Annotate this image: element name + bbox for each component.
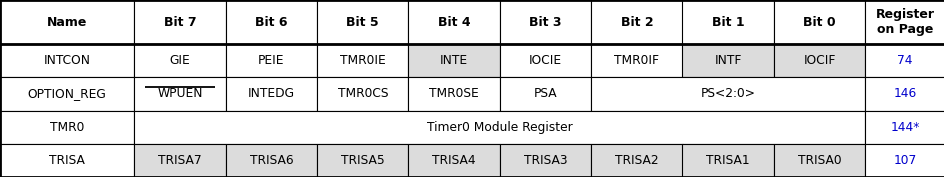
Text: Timer0 Module Register: Timer0 Module Register [427, 121, 572, 134]
Bar [317, 144, 408, 177]
Bar [865, 144, 944, 177]
Text: Register
on Page: Register on Page [875, 8, 934, 36]
Text: IOCIE: IOCIE [529, 54, 562, 67]
Bar [773, 44, 865, 77]
Bar [865, 77, 944, 110]
Text: INTCON: INTCON [43, 54, 91, 67]
Bar [317, 77, 408, 110]
Text: TRISA0: TRISA0 [797, 154, 840, 167]
Bar [499, 44, 591, 77]
Bar [134, 77, 226, 110]
Bar [0, 44, 134, 77]
Bar [591, 44, 682, 77]
Text: 144*: 144* [889, 121, 919, 134]
Bar [134, 110, 865, 144]
Bar [865, 110, 944, 144]
Bar [682, 44, 773, 77]
Bar [226, 0, 317, 44]
Bar [408, 44, 499, 77]
Bar [499, 144, 591, 177]
Bar [773, 0, 865, 44]
Bar [0, 110, 134, 144]
Text: WPUEN: WPUEN [157, 87, 203, 100]
Text: PSA: PSA [533, 87, 557, 100]
Bar [499, 77, 591, 110]
Bar [682, 144, 773, 177]
Text: INTE: INTE [440, 54, 467, 67]
Bar [408, 0, 499, 44]
Text: INTEDG: INTEDG [247, 87, 295, 100]
Text: Bit 1: Bit 1 [711, 16, 744, 28]
Text: 74: 74 [897, 54, 912, 67]
Bar [134, 0, 226, 44]
Bar [226, 144, 317, 177]
Text: TMR0IE: TMR0IE [340, 54, 385, 67]
Text: Bit 7: Bit 7 [163, 16, 196, 28]
Text: TRISA2: TRISA2 [615, 154, 658, 167]
Text: TMR0IF: TMR0IF [614, 54, 659, 67]
Bar [317, 0, 408, 44]
Text: INTF: INTF [714, 54, 741, 67]
Bar [0, 77, 134, 110]
Bar [226, 44, 317, 77]
Text: TRISA4: TRISA4 [431, 154, 476, 167]
Text: OPTION_REG: OPTION_REG [27, 87, 107, 100]
Bar [682, 0, 773, 44]
Text: TRISA7: TRISA7 [158, 154, 202, 167]
Text: TMR0: TMR0 [50, 121, 84, 134]
Text: TMR0CS: TMR0CS [337, 87, 388, 100]
Text: TMR0SE: TMR0SE [429, 87, 479, 100]
Bar [408, 77, 499, 110]
Bar [591, 77, 865, 110]
Text: PS<2:0>: PS<2:0> [700, 87, 755, 100]
Bar [499, 0, 591, 44]
Text: TRISA: TRISA [49, 154, 85, 167]
Bar [0, 0, 134, 44]
Text: Bit 6: Bit 6 [255, 16, 287, 28]
Text: Name: Name [47, 16, 87, 28]
Bar [591, 144, 682, 177]
Bar [134, 144, 226, 177]
Bar [591, 0, 682, 44]
Text: 107: 107 [892, 154, 916, 167]
Bar [134, 44, 226, 77]
Bar [408, 144, 499, 177]
Text: Bit 0: Bit 0 [802, 16, 834, 28]
Text: TRISA6: TRISA6 [249, 154, 293, 167]
Text: GIE: GIE [170, 54, 191, 67]
Bar [865, 0, 944, 44]
Text: Bit 5: Bit 5 [346, 16, 379, 28]
Text: TRISA5: TRISA5 [341, 154, 384, 167]
Text: Bit 2: Bit 2 [620, 16, 652, 28]
Text: Bit 4: Bit 4 [437, 16, 470, 28]
Text: PEIE: PEIE [258, 54, 284, 67]
Text: TRISA3: TRISA3 [523, 154, 566, 167]
Bar [317, 44, 408, 77]
Text: Bit 3: Bit 3 [529, 16, 561, 28]
Bar [773, 144, 865, 177]
Bar [0, 144, 134, 177]
Bar [226, 77, 317, 110]
Text: 146: 146 [892, 87, 916, 100]
Bar [865, 44, 944, 77]
Text: IOCIF: IOCIF [802, 54, 834, 67]
Text: TRISA1: TRISA1 [705, 154, 750, 167]
